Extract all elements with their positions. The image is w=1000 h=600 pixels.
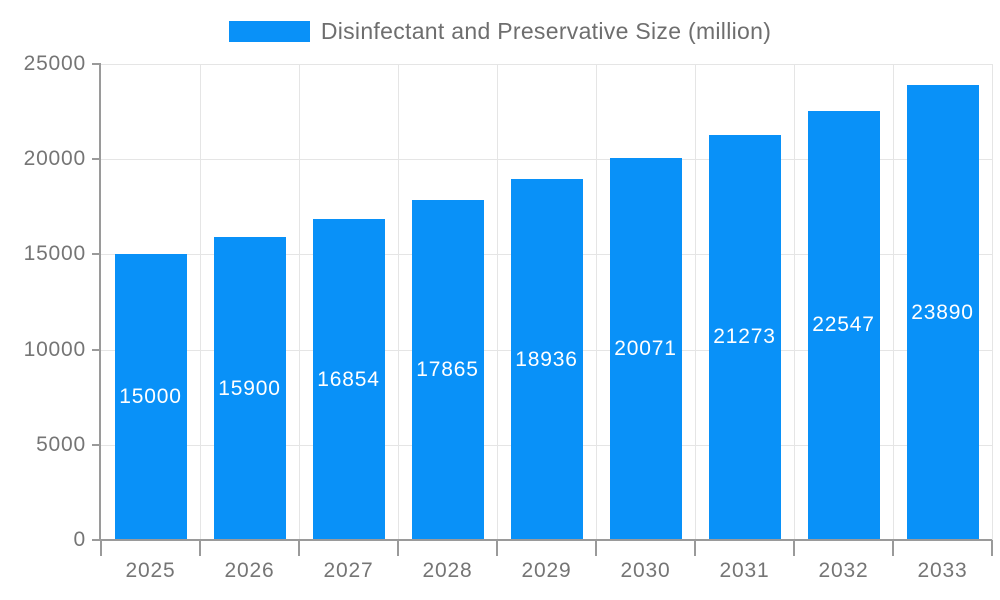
y-gridline [101, 64, 992, 65]
x-gridline [695, 64, 696, 540]
x-gridline [398, 64, 399, 540]
bar-value-label: 20071 [614, 336, 677, 360]
x-axis-line [92, 539, 992, 541]
x-axis-label: 2031 [719, 559, 770, 582]
bar-value-label: 21273 [713, 325, 776, 349]
x-axis-tick [793, 540, 795, 556]
bar-value-label: 18936 [515, 347, 578, 371]
bar-2031[interactable] [708, 134, 781, 540]
bar-2026[interactable] [213, 237, 286, 540]
y-axis-label: 25000 [23, 52, 86, 75]
bar-2027[interactable] [312, 219, 385, 540]
x-axis-label: 2027 [323, 559, 374, 582]
bar-2029[interactable] [510, 179, 583, 540]
x-axis-label: 2029 [521, 559, 572, 582]
x-gridline [893, 64, 894, 540]
y-axis-tick [92, 253, 101, 256]
x-gridline [992, 64, 993, 540]
bar-2032[interactable] [807, 110, 880, 540]
bar-value-label: 22547 [812, 313, 875, 337]
x-axis-tick [892, 540, 894, 556]
x-gridline [200, 64, 201, 540]
bar-value-label: 17865 [416, 357, 479, 381]
legend-label[interactable]: Disinfectant and Preservative Size (mill… [320, 17, 772, 44]
legend[interactable]: Disinfectant and Preservative Size (mill… [0, 14, 1000, 48]
y-axis-tick [92, 348, 101, 351]
x-axis-tick [199, 540, 201, 556]
x-axis-label: 2028 [422, 559, 473, 582]
y-axis-tick [92, 158, 101, 161]
y-axis-label: 20000 [23, 147, 86, 171]
y-axis-label: 15000 [23, 242, 86, 266]
x-gridline [299, 64, 300, 540]
x-axis-tick [100, 540, 102, 556]
x-axis-label: 2033 [917, 559, 968, 582]
x-axis-tick [298, 540, 300, 556]
bar-value-label: 15000 [119, 385, 182, 409]
x-gridline [596, 64, 597, 540]
x-axis-tick [496, 540, 498, 556]
legend-swatch[interactable] [228, 20, 310, 42]
bar-value-label: 23890 [911, 300, 974, 324]
y-gridline [101, 159, 992, 161]
y-axis-tick [92, 63, 101, 65]
bar-2025[interactable] [114, 254, 187, 540]
x-axis-tick [595, 540, 597, 556]
plot-area: 15000 15900 16854 17865 18936 20071 21273 22547… [99, 64, 993, 540]
y-axis-label: 5000 [36, 432, 86, 456]
y-axis-tick [92, 443, 101, 446]
x-gridline [794, 64, 795, 540]
bar-2033[interactable] [906, 85, 979, 540]
x-axis-tick [397, 540, 399, 556]
bar-2030[interactable] [609, 157, 682, 540]
x-axis-label: 2025 [125, 559, 176, 582]
x-axis-label: 2030 [620, 559, 671, 582]
y-axis-line [99, 64, 101, 540]
bar-value-label: 15900 [218, 376, 281, 400]
bar-value-label: 16854 [317, 367, 380, 391]
x-gridline [497, 64, 498, 540]
y-axis-label: 0 [73, 528, 86, 551]
y-axis-label: 10000 [23, 337, 86, 361]
bar-2028[interactable] [411, 199, 484, 540]
x-axis-tick [694, 540, 696, 556]
x-axis-label: 2026 [224, 559, 275, 582]
x-axis-tick [991, 540, 993, 556]
x-axis-label: 2032 [818, 559, 869, 582]
